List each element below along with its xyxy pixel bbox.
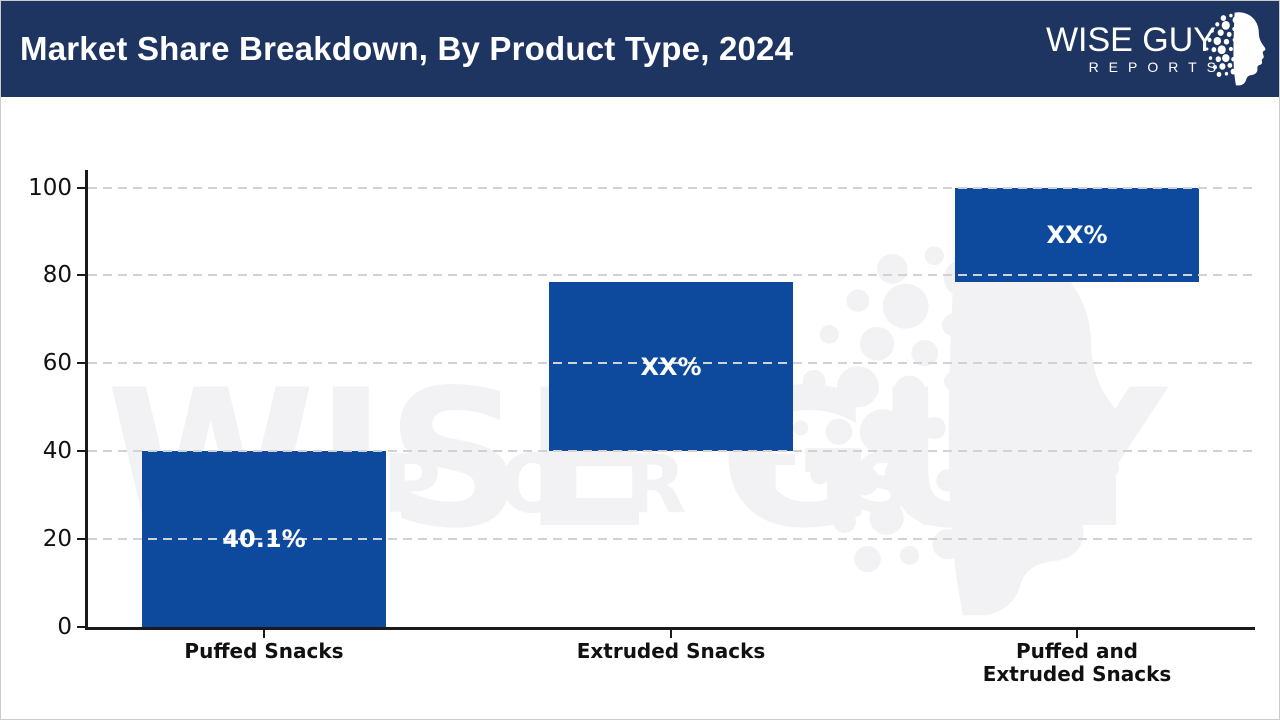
gridline-40 <box>88 450 1255 453</box>
wiseguy-logo: WISE GUY REPORTS <box>1046 7 1270 91</box>
x-category-label-1: Puffed Snacks <box>184 639 344 663</box>
x-tick-mark-3 <box>1076 630 1078 638</box>
x-axis <box>85 627 1255 630</box>
y-tick-label-60: 60 <box>42 350 72 377</box>
watermark-face-icon <box>793 239 1129 616</box>
x-tick-mark-1 <box>263 630 265 638</box>
x-category-label-2: Extruded Snacks <box>576 639 766 663</box>
chart-area: WISE GUY REPORTS 40.1% XX% XX% 0 20 40 60 80 10… <box>0 97 1280 720</box>
bar-value-label-1: 40.1% <box>222 524 306 553</box>
logo-wordmark: WISE GUY <box>1045 20 1216 59</box>
y-tick-label-80: 80 <box>42 262 72 289</box>
y-tick-label-0: 0 <box>57 614 72 640</box>
header-bar: Market Share Breakdown, By Product Type,… <box>0 0 1280 97</box>
chart-title: Market Share Breakdown, By Product Type,… <box>20 29 794 67</box>
gridline-80 <box>88 274 1255 277</box>
x-tick-mark-2 <box>670 630 672 638</box>
y-tick-label-40: 40 <box>42 438 72 465</box>
y-tick-mark-40 <box>77 450 85 453</box>
bar-value-label-3: XX% <box>1046 220 1108 249</box>
bar-2 <box>549 282 793 451</box>
bar-3 <box>955 187 1199 283</box>
y-axis <box>85 170 88 630</box>
gridline-60 <box>88 362 1255 365</box>
y-tick-mark-80 <box>77 274 85 277</box>
y-tick-label-20: 20 <box>42 526 72 553</box>
x-category-label-3: Puffed and Extruded Snacks <box>982 639 1172 686</box>
y-tick-mark-100 <box>77 186 85 189</box>
y-tick-mark-0 <box>77 626 85 628</box>
y-tick-label-100: 100 <box>28 174 72 201</box>
gridline-20 <box>88 538 1255 541</box>
bar-value-label-2: XX% <box>640 352 702 381</box>
gridline-100 <box>88 186 1255 189</box>
logo-face-icon <box>1205 12 1266 86</box>
logo-text: WISE GUY REPORTS <box>1045 20 1216 75</box>
y-tick-mark-20 <box>77 538 85 541</box>
logo-subtext: REPORTS <box>1088 59 1226 76</box>
y-tick-mark-60 <box>77 362 85 365</box>
